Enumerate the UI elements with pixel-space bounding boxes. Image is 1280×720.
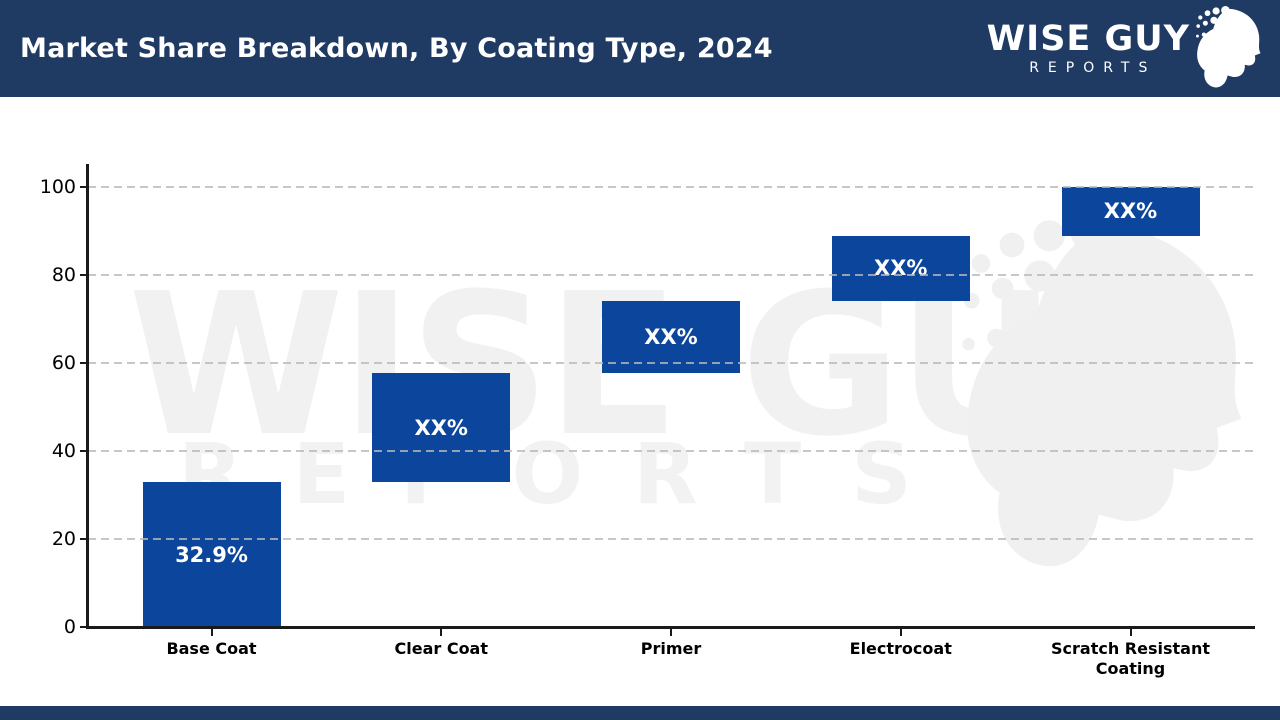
y-tick xyxy=(80,450,88,452)
x-category-label: Base Coat xyxy=(166,639,257,658)
y-tick-label: 100 xyxy=(39,176,76,198)
y-tick xyxy=(80,538,88,540)
watermark-dotted-head-graphic xyxy=(962,214,1242,567)
y-tick-label: 80 xyxy=(51,264,76,286)
y-axis-spine xyxy=(86,164,89,628)
bar-segment: XX% xyxy=(372,373,511,483)
gridline xyxy=(88,274,1255,276)
x-tick xyxy=(1129,628,1132,636)
logo-wiseguy-text: WISE GUY xyxy=(986,19,1190,59)
x-axis-spine xyxy=(86,626,1255,629)
x-category-label: Electrocoat xyxy=(849,639,952,658)
y-tick-label: 60 xyxy=(51,352,76,374)
bar-value-label: XX% xyxy=(414,415,468,440)
logo-dotted-head-icon xyxy=(1196,5,1261,87)
x-category-label: Scratch Resistant Coating xyxy=(1051,639,1210,678)
x-category-label: Clear Coat xyxy=(394,639,488,658)
x-tick xyxy=(899,628,902,636)
bar-segment: XX% xyxy=(831,235,970,301)
gridline xyxy=(88,362,1255,364)
y-tick xyxy=(80,186,88,188)
gridline xyxy=(88,186,1255,188)
x-category-label: Primer xyxy=(640,639,702,658)
wise-guy-reports-logo: WISE GUY REPORTS xyxy=(986,5,1266,92)
logo-reports-text: REPORTS xyxy=(1029,60,1157,76)
bar-segment: XX% xyxy=(1061,187,1200,236)
bar-value-label: XX% xyxy=(874,256,928,281)
gridline xyxy=(88,538,1255,540)
bar-segment: 32.9% xyxy=(142,482,281,627)
gridline xyxy=(88,450,1255,452)
bar-value-label: 32.9% xyxy=(175,542,248,567)
bar-value-label: XX% xyxy=(644,325,698,350)
y-tick-label: 40 xyxy=(51,440,76,462)
logo-wordmark: WISE GUY REPORTS xyxy=(986,19,1190,76)
y-tick-label: 20 xyxy=(51,528,76,550)
y-tick xyxy=(80,362,88,364)
page-title: Market Share Breakdown, By Coating Type,… xyxy=(20,33,773,64)
y-tick xyxy=(80,626,88,628)
y-tick-label: 0 xyxy=(63,616,76,638)
header-bar: Market Share Breakdown, By Coating Type,… xyxy=(0,0,1280,97)
bar-segment: XX% xyxy=(602,300,740,374)
watermark-reports-text: REPORTS xyxy=(178,425,962,523)
x-tick xyxy=(210,628,213,636)
x-tick xyxy=(670,628,672,636)
bar-value-label: XX% xyxy=(1103,199,1158,224)
y-tick xyxy=(80,274,88,276)
footer-bar xyxy=(0,706,1280,720)
x-tick xyxy=(440,628,443,636)
